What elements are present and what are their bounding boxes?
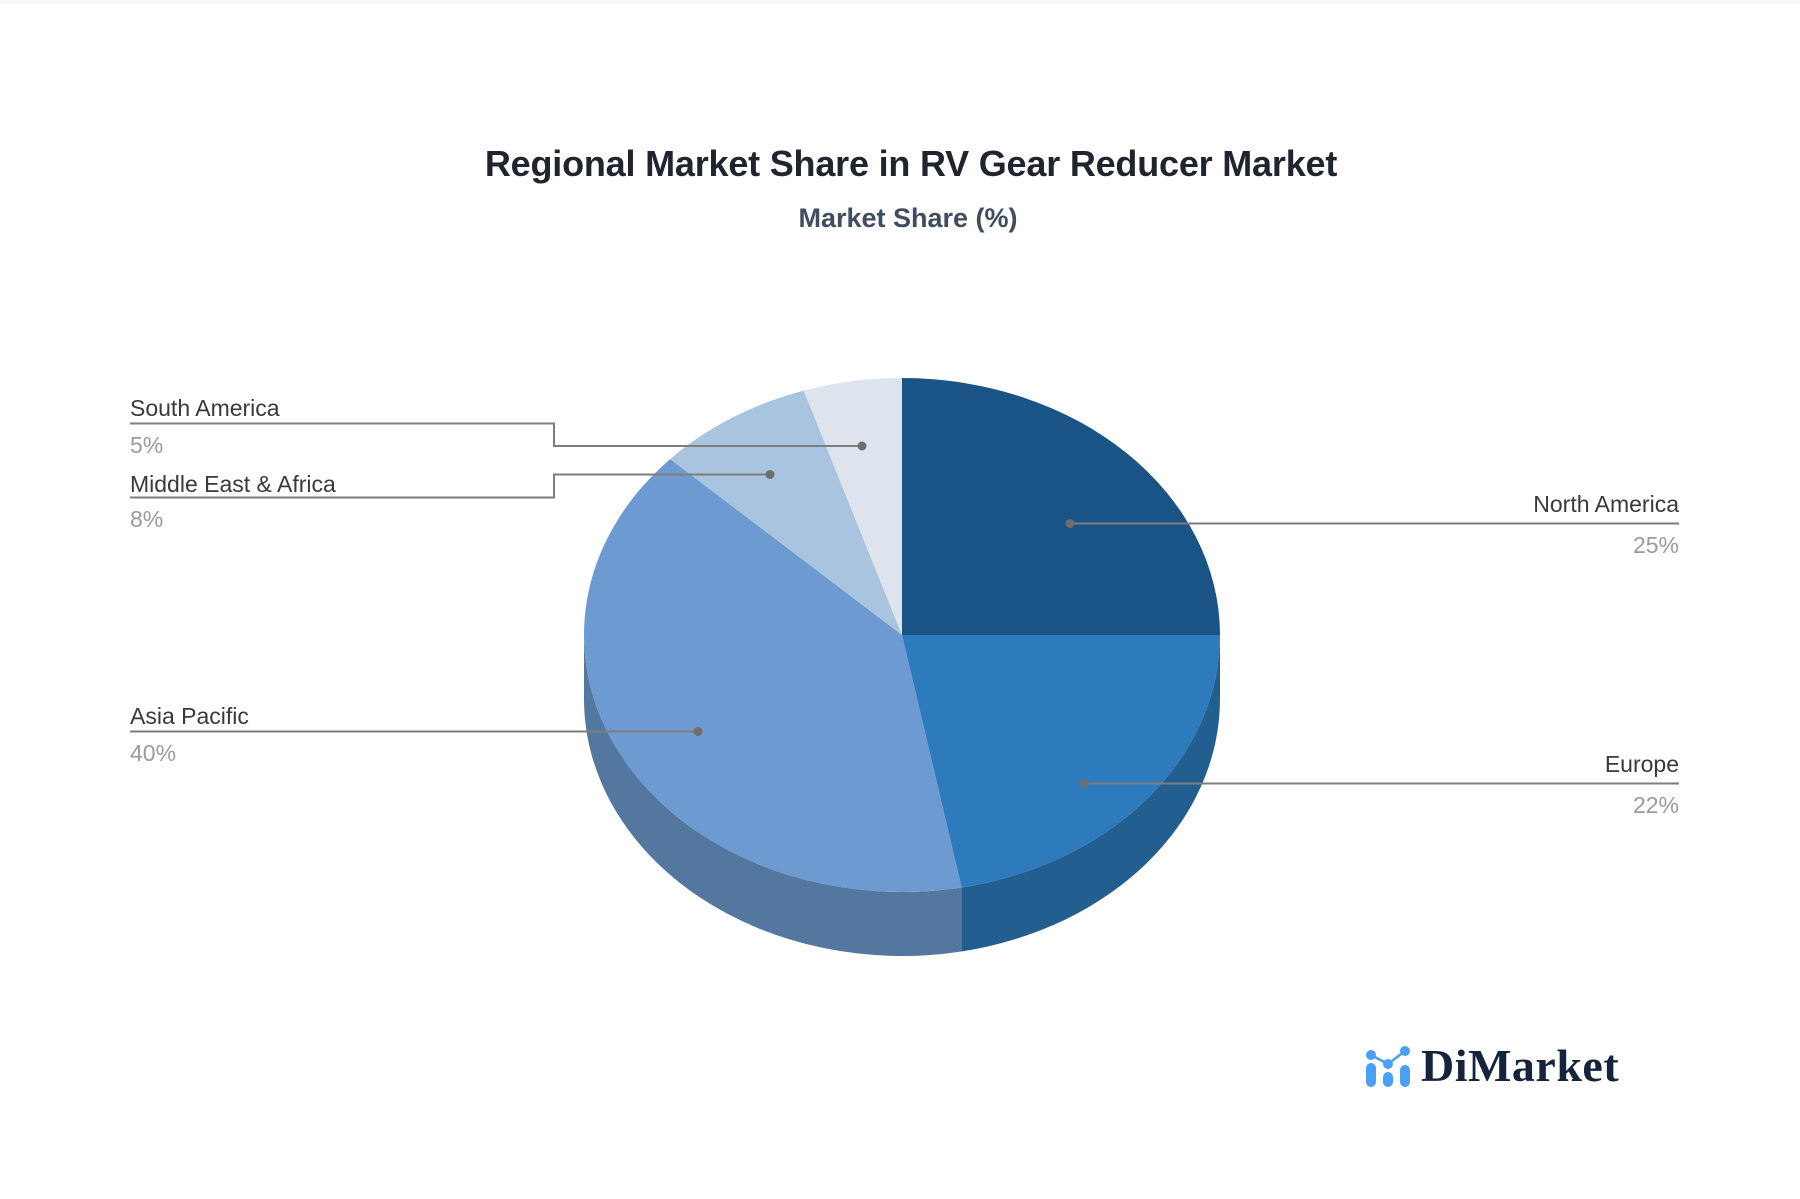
callout-dot-north-america bbox=[1065, 519, 1075, 528]
callout-dot-south-america bbox=[857, 441, 867, 451]
pie-slice-side-asia-pacific bbox=[584, 635, 962, 957]
pie-slice-south-america bbox=[803, 378, 902, 635]
callout-dot-europe bbox=[1079, 779, 1089, 788]
slice-label-middle-east-africa: Middle East & Africa bbox=[130, 471, 336, 497]
pie-chart bbox=[130, 378, 1679, 957]
slice-value-north-america: 25% bbox=[1632, 531, 1679, 558]
pie-slice-middle-east-africa bbox=[670, 390, 902, 635]
slice-value-middle-east-africa: 8% bbox=[130, 505, 164, 532]
callout-dot-asia-pacific bbox=[693, 727, 703, 736]
callout-dot-middle-east-africa bbox=[765, 470, 775, 479]
pie-slice-side-europe bbox=[961, 635, 1220, 952]
slice-label-north-america: North America bbox=[1533, 491, 1679, 517]
watermark-text: DiMarket bbox=[1421, 1040, 1620, 1091]
slice-label-europe: Europe bbox=[1604, 751, 1679, 777]
callout-line-south-america bbox=[130, 422, 862, 447]
slice-label-asia-pacific: Asia Pacific bbox=[130, 703, 249, 729]
slice-value-south-america: 5% bbox=[130, 431, 164, 458]
watermark: DiMarket bbox=[1363, 1039, 1619, 1092]
pie-slice-north-america bbox=[902, 378, 1220, 635]
slice-label-south-america: South America bbox=[130, 395, 280, 421]
bar-line-chart-icon bbox=[1366, 1045, 1410, 1087]
slice-value-europe: 22% bbox=[1632, 791, 1679, 818]
callout-line-middle-east-africa bbox=[130, 473, 770, 499]
pie-slice-asia-pacific bbox=[583, 459, 962, 893]
chart-subtitle: Market Share (%) bbox=[798, 203, 1018, 233]
slice-value-asia-pacific: 40% bbox=[130, 739, 177, 766]
pie-slice-europe bbox=[902, 635, 1220, 888]
chart-title: Regional Market Share in RV Gear Reducer… bbox=[484, 143, 1338, 184]
